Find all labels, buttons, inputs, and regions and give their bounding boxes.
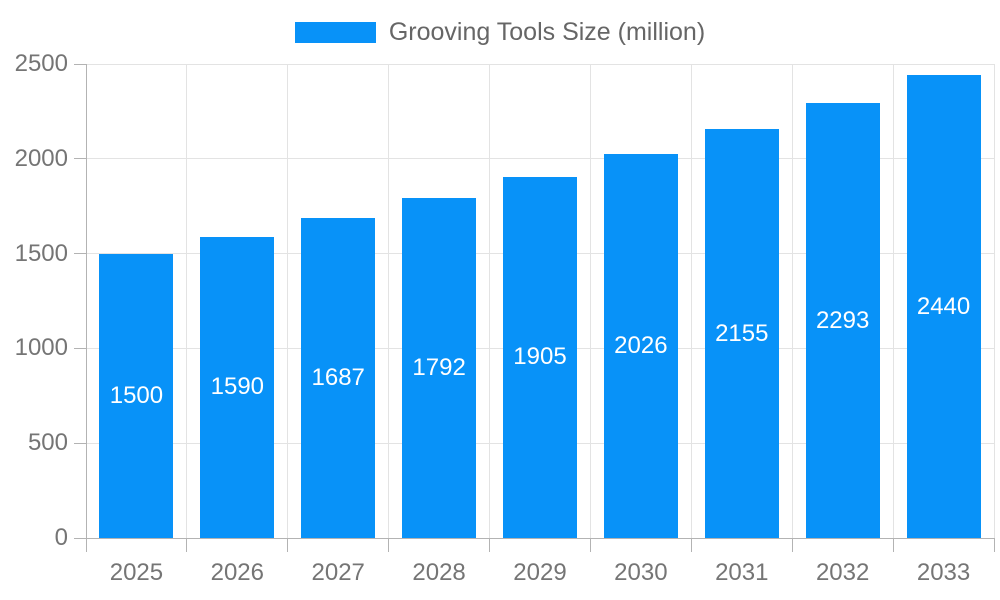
legend-swatch-icon [294, 21, 376, 43]
x-axis-tick [388, 538, 390, 552]
bar [402, 198, 477, 538]
y-axis-tick [74, 158, 86, 160]
y-axis-label: 1000 [14, 334, 68, 362]
x-axis-tick [186, 538, 188, 552]
x-axis-label: 2029 [513, 559, 567, 586]
bar-value-label: 1905 [513, 343, 567, 371]
bar-value-label: 1590 [210, 373, 265, 401]
x-axis-label: 2031 [715, 559, 769, 586]
bar-value-label: 1500 [109, 381, 164, 409]
bar-value-label: 2155 [715, 319, 769, 347]
x-axis-tick [85, 538, 87, 552]
gridline-vertical [791, 64, 793, 538]
bar [99, 253, 174, 538]
y-axis-tick [74, 442, 86, 444]
gridline-vertical [589, 64, 591, 538]
y-axis-label: 0 [54, 524, 68, 551]
x-axis-label: 2026 [210, 559, 264, 586]
x-axis-tick [690, 538, 692, 552]
y-axis-label: 2500 [14, 50, 68, 77]
x-axis-label: 2032 [815, 559, 870, 586]
x-axis-tick [589, 538, 591, 552]
gridline-vertical [690, 64, 692, 538]
x-axis-tick [489, 538, 491, 552]
gridline-vertical [287, 64, 289, 538]
x-axis-tick [287, 538, 289, 552]
legend-label: Grooving Tools Size (million) [388, 18, 706, 46]
bar [200, 236, 275, 538]
x-axis-label: 2033 [916, 559, 971, 586]
bar-value-label: 2440 [916, 292, 971, 320]
gridline-horizontal [86, 63, 994, 65]
y-axis-tick [74, 253, 86, 255]
x-axis-tick [993, 538, 995, 552]
x-axis-label: 2030 [614, 559, 668, 586]
bar-value-label: 1792 [412, 354, 466, 382]
gridline-vertical [388, 64, 390, 538]
y-axis-label: 1500 [14, 239, 68, 267]
x-axis-label: 2025 [109, 559, 164, 586]
bar [704, 129, 779, 538]
y-axis-tick [74, 63, 86, 65]
bar-value-label: 1687 [311, 364, 365, 392]
gridline-horizontal [86, 158, 994, 160]
x-axis-tick [791, 538, 793, 552]
y-axis-label: 2000 [14, 144, 68, 172]
gridline-vertical [489, 64, 491, 538]
bar-value-label: 2293 [815, 306, 870, 334]
bar [503, 176, 577, 538]
x-axis-label: 2028 [412, 559, 466, 586]
bar [301, 218, 376, 538]
legend[interactable]: Grooving Tools Size (million) [0, 18, 1000, 46]
bar-value-label: 2026 [614, 331, 668, 359]
bar [906, 75, 981, 538]
gridline-vertical [993, 64, 995, 538]
x-axis-label: 2027 [311, 559, 365, 586]
x-axis-line [86, 537, 994, 539]
y-axis-label: 500 [27, 429, 68, 457]
y-axis-line [85, 64, 87, 538]
y-axis-tick [74, 537, 86, 539]
bar [603, 153, 678, 538]
bar [805, 103, 880, 538]
y-axis-tick [74, 347, 86, 349]
gridline-vertical [892, 64, 894, 538]
gridline-vertical [186, 64, 188, 538]
x-axis-tick [892, 538, 894, 552]
